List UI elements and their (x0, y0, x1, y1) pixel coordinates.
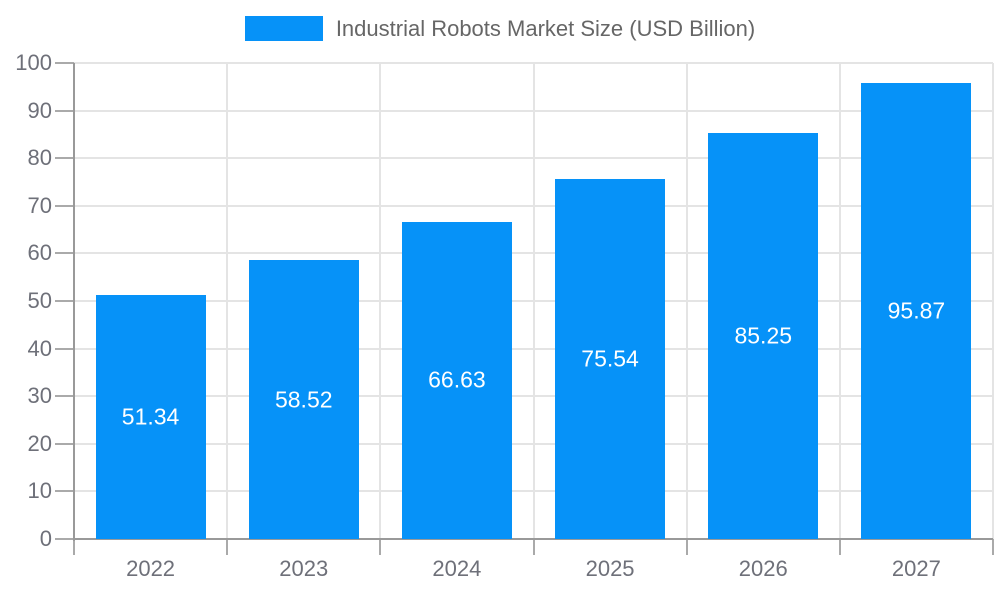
bar-2025[interactable] (555, 179, 666, 539)
y-axis-tick-label: 80 (27, 145, 52, 171)
v-gridline (226, 63, 229, 539)
x-axis-tick (379, 539, 382, 555)
x-axis-category-label: 2022 (126, 556, 176, 581)
y-axis-tick-label: 40 (27, 335, 52, 361)
bar-2027[interactable] (861, 82, 972, 539)
v-gridline (532, 63, 535, 539)
y-axis-tick-label: 90 (27, 97, 52, 123)
x-axis-tick (992, 539, 994, 555)
bar-2022[interactable] (95, 294, 206, 539)
x-axis-category-label: 2027 (891, 556, 941, 581)
v-gridline (838, 63, 841, 539)
bar-value-label: 66.63 (428, 366, 486, 393)
y-axis-tick-label: 100 (15, 50, 52, 75)
bar-2026[interactable] (708, 133, 819, 539)
y-axis-tick (55, 157, 74, 160)
bar-2024[interactable] (401, 221, 512, 539)
bar-value-label: 85.25 (734, 322, 793, 349)
x-axis-tick (685, 539, 688, 555)
legend-swatch (244, 16, 323, 41)
y-axis-tick (55, 204, 74, 207)
v-gridline (379, 63, 382, 539)
y-axis-tick (55, 490, 74, 493)
y-axis-tick-label: 0 (39, 526, 52, 551)
x-axis-category-label: 2024 (432, 556, 482, 581)
x-axis-tick (226, 539, 229, 555)
bar-value-label: 75.54 (581, 345, 639, 372)
x-axis-tick (73, 539, 75, 555)
bar-2023[interactable] (248, 260, 359, 539)
y-axis-tick-label: 50 (27, 288, 52, 313)
v-gridline (992, 63, 994, 539)
y-axis-tick-label: 30 (27, 383, 52, 409)
y-axis-tick (55, 395, 74, 398)
y-axis-tick-label: 10 (27, 478, 52, 504)
x-axis-line (74, 538, 993, 540)
legend-item[interactable]: Industrial Robots Market Size (USD Billi… (0, 16, 1000, 41)
x-axis-category-label: 2023 (279, 556, 329, 581)
x-axis-category-label: 2025 (585, 556, 635, 581)
y-axis-tick-label: 70 (27, 192, 52, 218)
y-axis-tick (55, 442, 74, 445)
y-axis-tick (55, 62, 74, 64)
y-axis-tick (55, 252, 74, 255)
y-axis-line (73, 63, 75, 541)
bar-value-label: 95.87 (887, 297, 946, 324)
v-gridline (685, 63, 688, 539)
x-axis-tick (532, 539, 535, 555)
y-axis-tick (55, 347, 74, 350)
x-axis-category-label: 2026 (738, 556, 788, 581)
y-axis-tick-label: 20 (27, 430, 52, 456)
y-axis-tick (55, 109, 74, 112)
bar-value-label: 51.34 (121, 403, 180, 430)
y-axis-tick (55, 538, 74, 540)
x-axis-tick (838, 539, 841, 555)
bar-value-label: 58.52 (274, 386, 333, 413)
y-axis-tick-label: 60 (27, 240, 52, 266)
legend-label: Industrial Robots Market Size (USD Billi… (335, 16, 756, 41)
y-axis-tick (55, 300, 74, 302)
